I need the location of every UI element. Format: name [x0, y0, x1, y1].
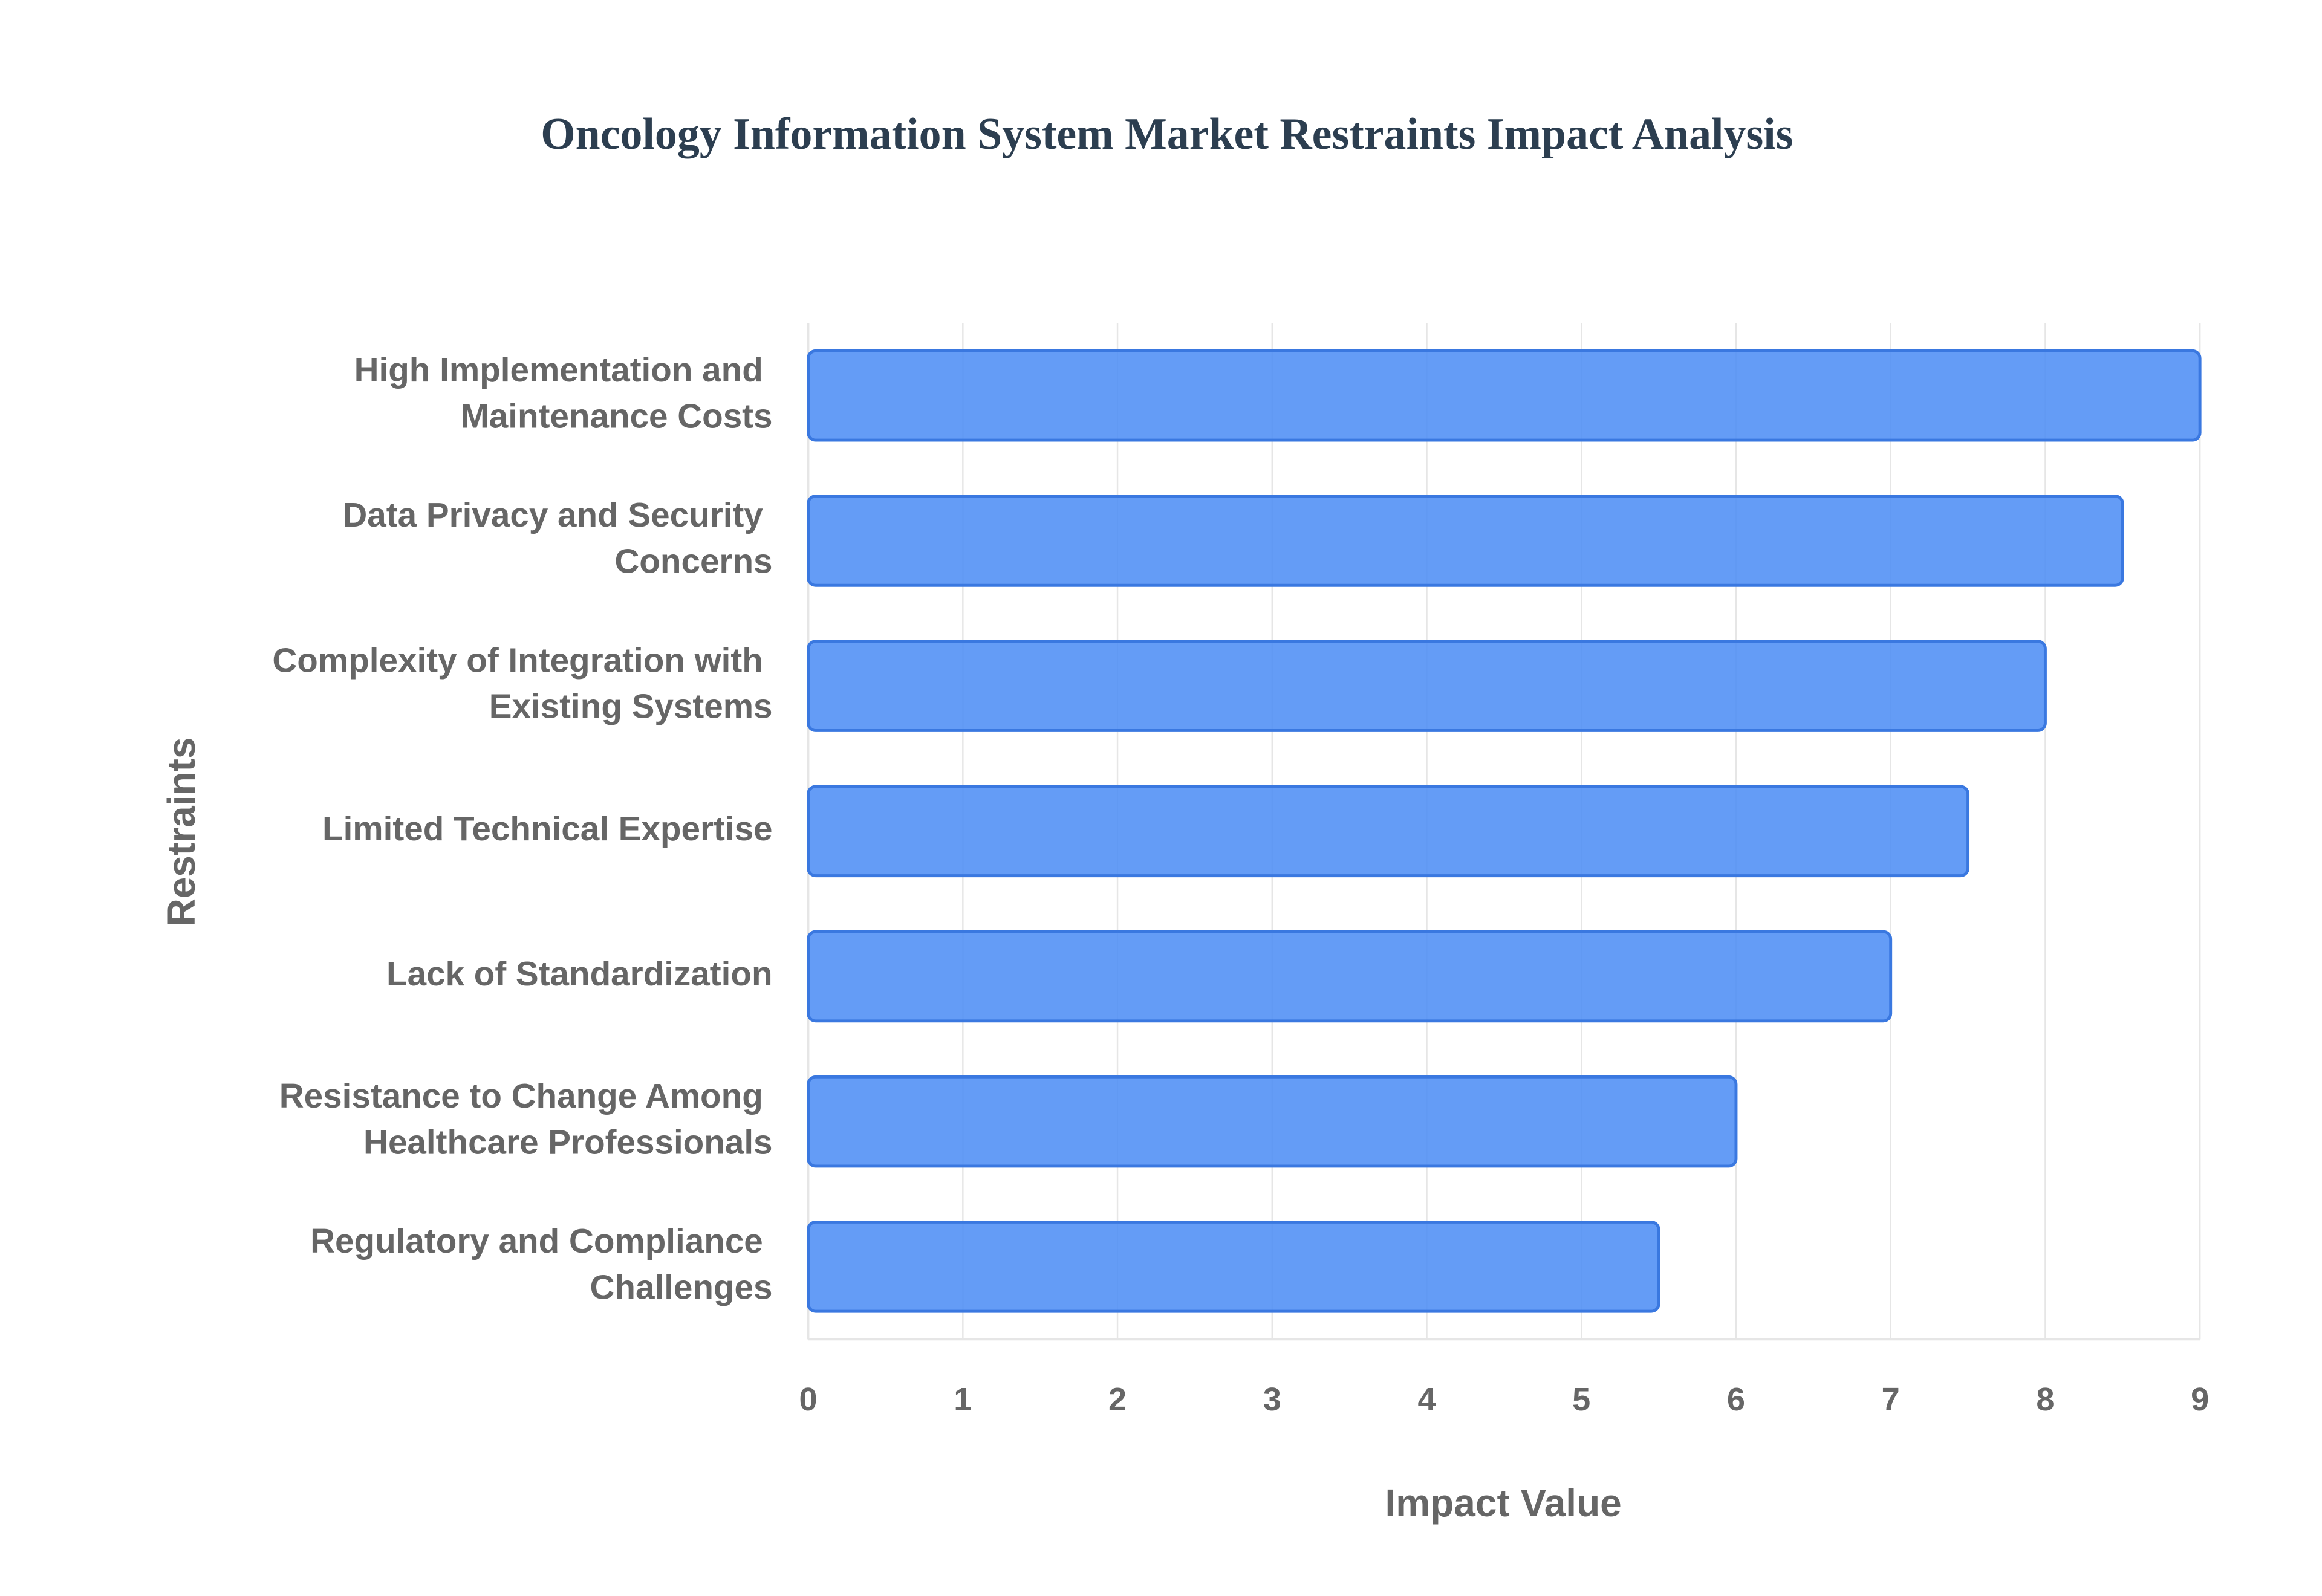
bar	[807, 930, 1893, 1023]
x-tick-label: 2	[1108, 1381, 1127, 1418]
bar	[807, 495, 2124, 587]
y-tick-label: High Implementation and Maintenance Cost…	[354, 351, 773, 435]
y-tick-label: Resistance to Change Among Healthcare Pr…	[279, 1077, 773, 1161]
x-tick-label: 7	[1882, 1381, 1900, 1418]
y-axis-title: Restraints	[160, 738, 203, 927]
chart-title: Oncology Information System Market Restr…	[541, 109, 1793, 158]
x-tick-label: 9	[2191, 1381, 2209, 1418]
bar	[807, 640, 2047, 732]
y-tick-label: Lack of Standardization	[386, 955, 773, 993]
x-tick-label: 8	[2036, 1381, 2054, 1418]
x-axis-title: Impact Value	[1385, 1481, 1622, 1525]
bar	[807, 1220, 1660, 1313]
bar	[807, 1075, 1738, 1168]
x-tick-label: 5	[1572, 1381, 1590, 1418]
x-tick-label: 3	[1263, 1381, 1281, 1418]
y-tick-label: Limited Technical Expertise	[322, 809, 773, 848]
x-tick-label: 6	[1727, 1381, 1745, 1418]
x-tick-label: 4	[1417, 1381, 1436, 1418]
y-tick-label: Complexity of Integration with Existing …	[272, 641, 772, 725]
y-tick-label: Regulatory and Compliance Challenges	[310, 1222, 772, 1306]
bar	[807, 349, 2202, 442]
x-tick-label: 0	[799, 1381, 818, 1418]
x-tick-label: 1	[954, 1381, 972, 1418]
y-tick-label: Data Privacy and Security Concerns	[342, 496, 772, 580]
bar	[807, 785, 1970, 878]
